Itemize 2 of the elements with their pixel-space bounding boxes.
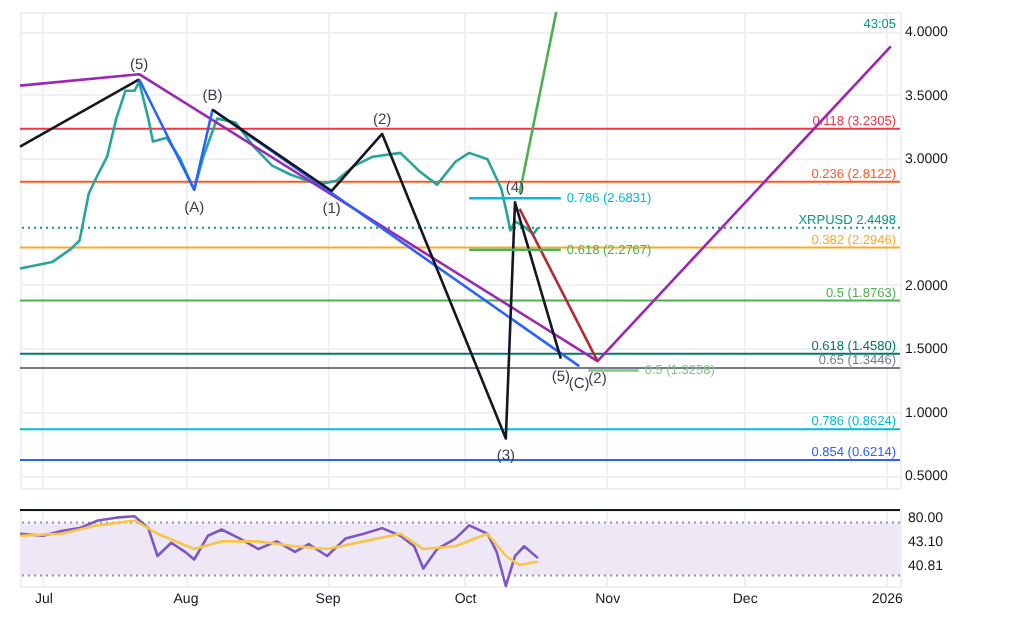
line-series [18,44,893,363]
line-series [18,80,540,270]
